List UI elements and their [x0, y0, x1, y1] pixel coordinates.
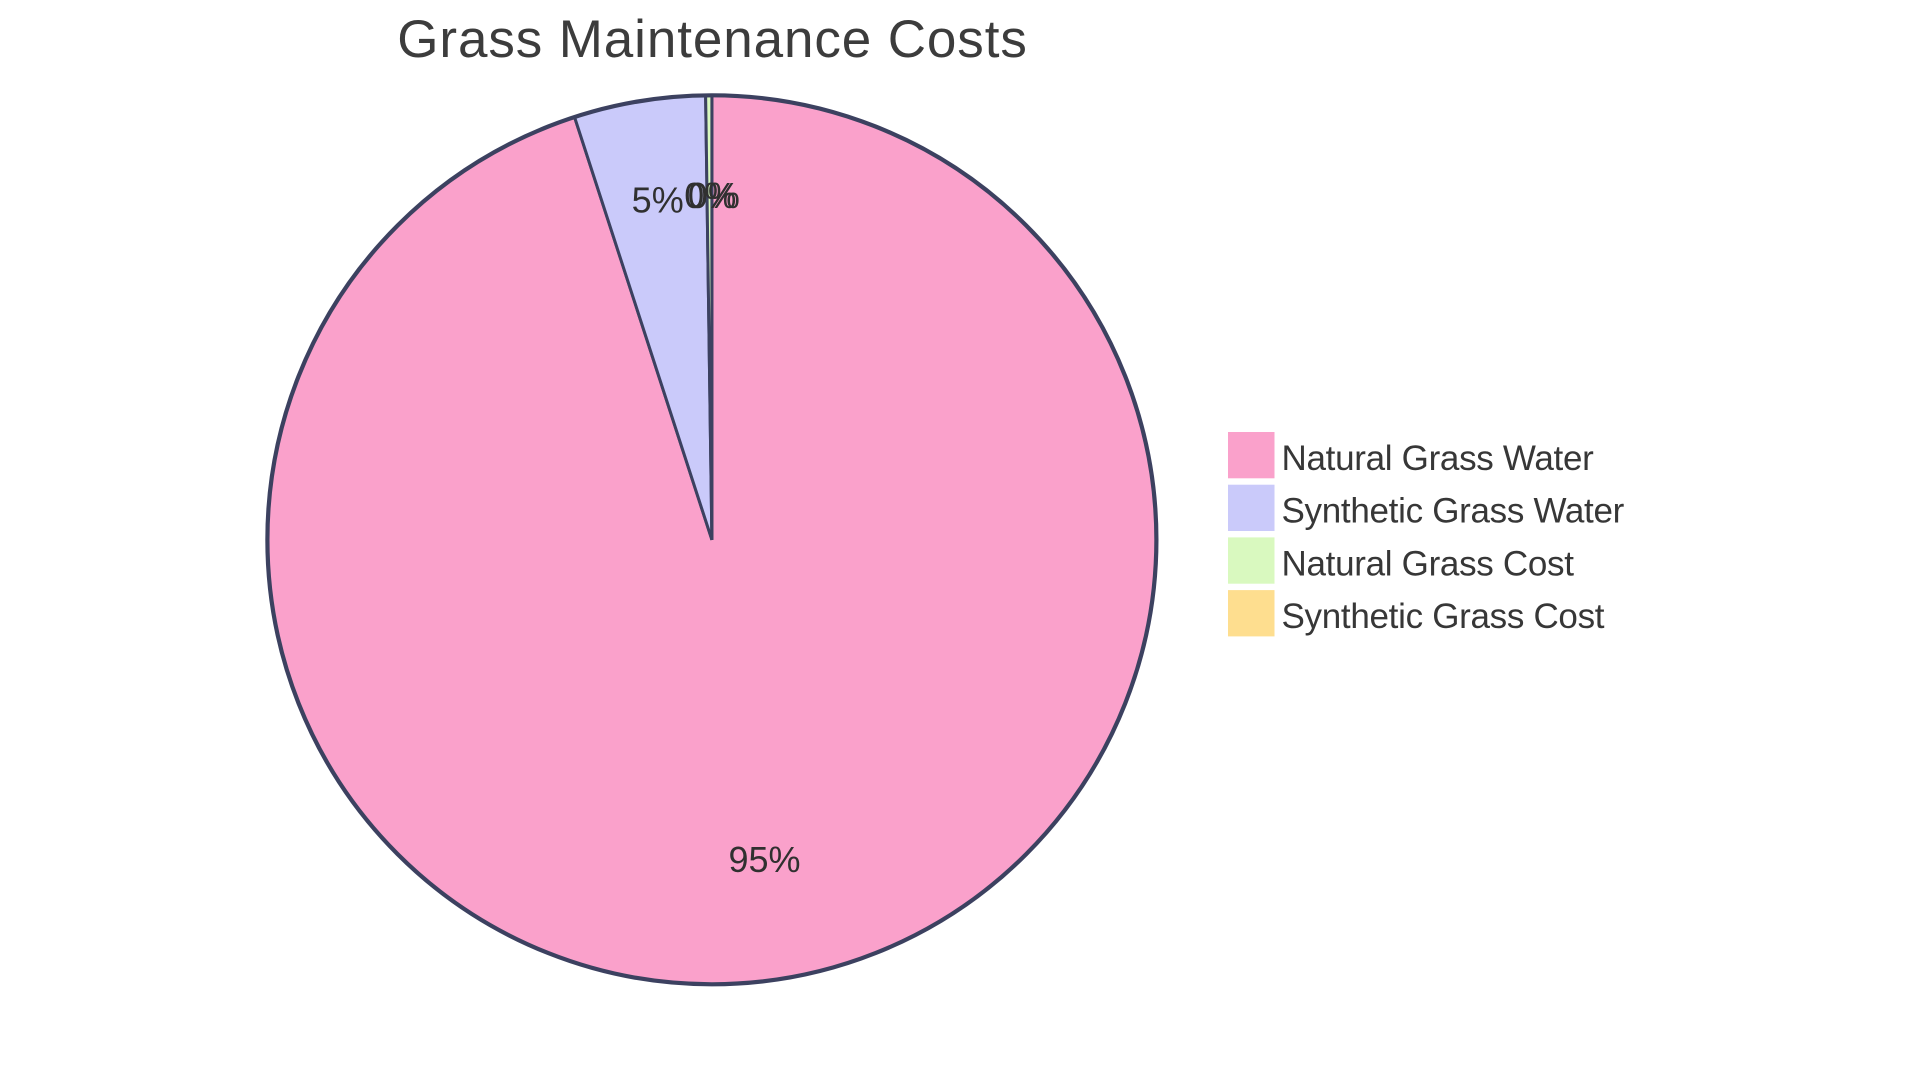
svg-text:5%: 5% — [632, 179, 684, 220]
svg-text:Natural Grass Water: Natural Grass Water — [1282, 439, 1595, 478]
svg-text:Grass Maintenance Costs: Grass Maintenance Costs — [397, 10, 1027, 69]
svg-text:Synthetic Grass Cost: Synthetic Grass Cost — [1282, 597, 1605, 636]
svg-text:Synthetic Grass Water: Synthetic Grass Water — [1282, 492, 1625, 531]
svg-text:0%: 0% — [688, 175, 740, 216]
svg-text:95%: 95% — [728, 839, 800, 880]
svg-text:0%: 0% — [684, 175, 736, 216]
svg-text:Natural Grass Cost: Natural Grass Cost — [1282, 544, 1575, 583]
